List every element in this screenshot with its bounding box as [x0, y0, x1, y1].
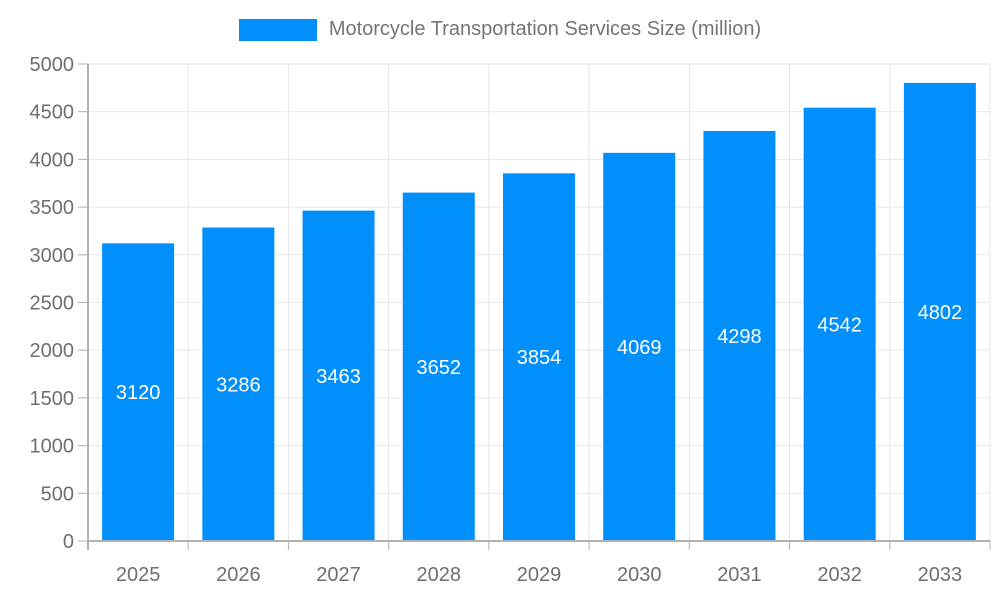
x-axis-label: 2026	[216, 564, 261, 586]
legend-item[interactable]: Motorcycle Transportation Services Size …	[0, 18, 1000, 41]
x-axis-label: 2027	[316, 564, 361, 586]
y-axis-label: 4500	[30, 102, 75, 124]
y-axis-label: 4000	[30, 149, 75, 171]
y-axis-label: 3500	[30, 197, 75, 219]
bar-value-label: 3286	[216, 374, 261, 396]
bar-value-label: 4069	[617, 337, 662, 359]
bar	[302, 210, 375, 541]
x-axis-label: 2029	[517, 564, 562, 586]
bar-value-label: 3463	[316, 366, 361, 388]
x-axis-label: 2025	[116, 564, 161, 586]
bar	[703, 130, 776, 541]
bar	[903, 82, 976, 542]
bar	[503, 173, 575, 541]
y-axis-label: 500	[41, 483, 74, 505]
legend-swatch	[238, 18, 317, 41]
bar-value-label: 3652	[417, 357, 462, 379]
bar	[402, 192, 475, 542]
y-axis-label: 2000	[30, 340, 75, 362]
bar	[603, 152, 676, 542]
x-axis-label: 2031	[717, 564, 762, 586]
y-axis-label: 2500	[30, 293, 75, 315]
bar	[102, 243, 175, 542]
x-axis-label: 2028	[417, 564, 462, 586]
bar-value-label: 3120	[116, 382, 161, 404]
y-axis-label: 1500	[30, 388, 75, 410]
bar-value-label: 4802	[918, 302, 963, 324]
y-axis-label: 5000	[30, 54, 75, 76]
x-axis-label: 2032	[817, 564, 862, 586]
bar	[202, 227, 275, 541]
y-axis-label: 1000	[30, 436, 75, 458]
y-axis-label: 0	[63, 531, 74, 553]
bar-value-label: 3854	[517, 347, 562, 369]
x-axis-label: 2033	[918, 564, 963, 586]
bar-value-label: 4542	[817, 314, 862, 336]
x-axis-label: 2030	[617, 564, 662, 586]
bar-value-label: 4298	[717, 326, 762, 348]
y-axis-label: 3000	[30, 245, 75, 267]
bar	[803, 107, 876, 541]
legend-label: Motorcycle Transportation Services Size …	[328, 18, 762, 40]
